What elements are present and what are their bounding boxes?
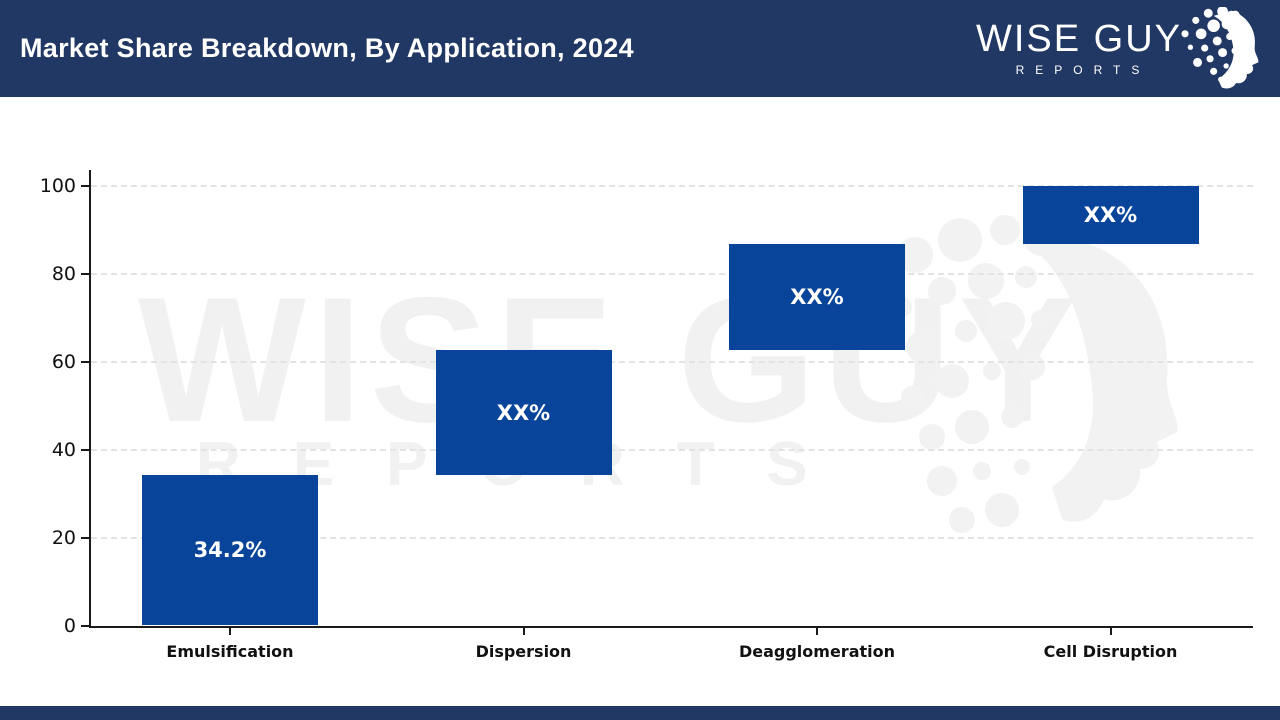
watermark-face-icon	[892, 215, 1178, 533]
bar-dispersion: XX%	[435, 350, 612, 476]
brand-face-icon	[1181, 6, 1259, 88]
bar-emulsification: 34.2%	[142, 475, 318, 626]
gridline	[91, 185, 1253, 187]
y-tick-label: 0	[63, 614, 76, 637]
y-tick-label: 80	[51, 262, 76, 285]
x-axis-tick	[229, 627, 231, 635]
y-tick-label: 100	[39, 175, 76, 197]
bar-value-label: XX%	[496, 400, 551, 425]
brand-logo: WISE GUY REPORTS	[976, 6, 1262, 91]
y-tick-label: 40	[51, 438, 76, 461]
bar-value-label: 34.2%	[193, 538, 267, 563]
y-tick-label: 20	[51, 526, 76, 549]
header-bar: Market Share Breakdown, By Application, …	[0, 0, 1280, 97]
bar-deagglomeration: XX%	[729, 244, 905, 351]
y-axis-tick	[81, 448, 89, 451]
gridline	[91, 360, 1253, 363]
bar-chart: WISE GUY REPORTS 34.2%XX%XX%XX% 02040608…	[0, 97, 1280, 706]
bar-value-label: XX%	[1083, 203, 1138, 227]
y-axis-tick	[81, 272, 89, 275]
y-axis	[89, 170, 91, 628]
y-axis-tick	[81, 360, 89, 363]
gridline	[91, 536, 1253, 539]
x-axis-tick	[1109, 627, 1112, 635]
x-axis-tick	[522, 627, 525, 635]
brand-wordmark: WISE GUY REPORTS	[976, 20, 1182, 77]
y-axis-tick	[81, 536, 89, 539]
x-tick-label: Emulsification	[166, 641, 294, 661]
brand-subname: REPORTS	[1015, 63, 1151, 77]
gridline	[91, 448, 1253, 451]
x-axis	[89, 625, 1253, 628]
y-axis-tick	[81, 624, 89, 627]
page-title: Market Share Breakdown, By Application, …	[20, 33, 634, 63]
brand-name: WISE GUY	[975, 18, 1182, 60]
x-tick-label: Deagglomeration	[738, 641, 896, 661]
bar-cell-disruption: XX%	[1022, 186, 1199, 244]
gridline	[91, 272, 1253, 275]
y-tick-label: 60	[51, 350, 76, 373]
x-axis-tick	[816, 627, 818, 635]
footer-bar	[0, 706, 1280, 720]
y-axis-tick	[81, 185, 89, 187]
x-tick-label: Cell Disruption	[1043, 641, 1178, 661]
bar-value-label: XX%	[790, 285, 844, 310]
x-tick-label: Dispersion	[475, 641, 572, 661]
